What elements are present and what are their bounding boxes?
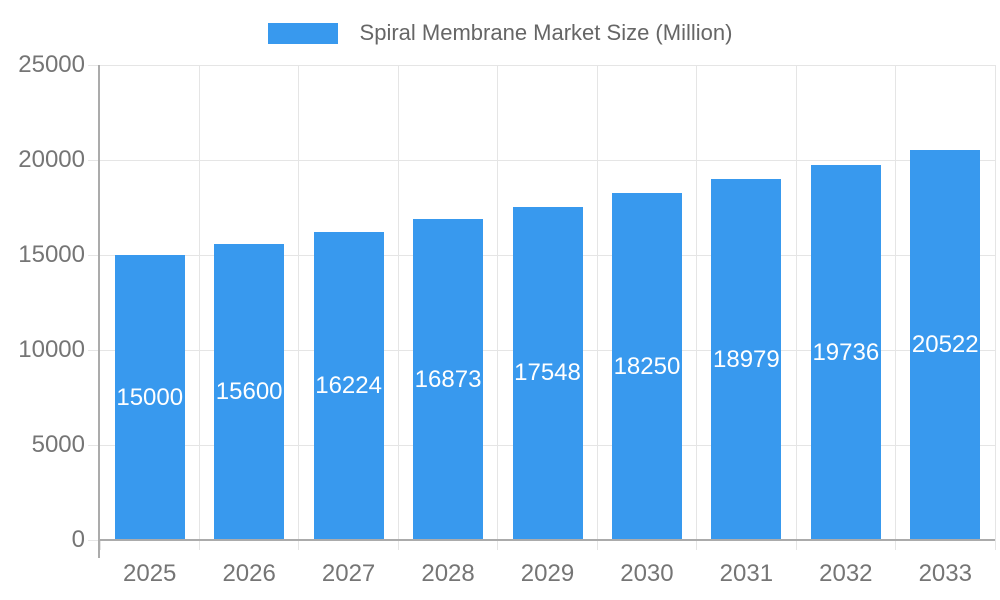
x-axis-label: 2032 [819,560,873,587]
gridline-vertical [596,65,598,540]
y-axis-line [98,65,100,558]
legend-item[interactable]: Spiral Membrane Market Size (Million) [267,20,733,46]
y-axis-label: 15000 [18,241,85,268]
x-axis-label: 2028 [421,560,475,587]
bar-value-label: 16873 [414,365,482,393]
y-axis-label: 5000 [31,431,85,458]
gridline-vertical [994,65,996,540]
gridline-vertical [397,65,399,540]
gridline-vertical [795,65,797,540]
x-axis-tick [994,540,996,550]
gridline-vertical [497,65,499,540]
x-axis-tick [99,540,101,550]
bar-2033[interactable]: 20522 [910,150,981,540]
gridline-vertical [696,65,698,540]
x-axis-tick [497,540,499,550]
y-axis-label: 25000 [18,51,85,78]
y-axis-tick [88,159,100,161]
x-axis-tick [596,540,598,550]
bar-value-label: 19736 [812,338,880,366]
gridline-vertical [298,65,300,540]
x-axis-label: 2029 [520,560,575,587]
y-axis-label: 10000 [18,336,85,363]
y-axis-label: 20000 [18,146,85,173]
x-axis-tick [795,540,797,550]
x-axis-label: 2027 [321,560,376,587]
bar-value-label: 15600 [215,377,283,405]
x-axis-label: 2031 [719,560,774,587]
x-axis-label: 2026 [222,560,276,587]
x-axis-tick [198,540,200,550]
x-axis-label: 2030 [620,560,674,587]
bar-2028[interactable]: 16873 [413,219,484,540]
x-axis-tick [298,540,300,550]
bar-2027[interactable]: 16224 [313,231,384,540]
bar-value-label: 18250 [613,352,681,380]
legend-swatch-icon [267,22,338,44]
y-axis-tick [88,539,100,541]
y-axis-label: 0 [71,526,85,553]
gridline-horizontal [100,159,995,161]
gridline-vertical [895,65,897,540]
x-axis-label: 2025 [123,560,177,587]
bar-value-label: 16224 [315,371,382,399]
gridline-horizontal [100,64,995,66]
bar-2031[interactable]: 18979 [711,179,782,540]
bar-value-label: 15000 [116,383,184,411]
x-axis-line [98,539,995,541]
y-axis-tick [88,254,100,256]
y-axis-tick [88,64,100,66]
bar-value-label: 18979 [713,345,780,373]
bar-2032[interactable]: 19736 [810,165,881,540]
x-axis-tick [895,540,897,550]
x-axis-label: 2033 [918,560,972,587]
bar-2030[interactable]: 18250 [611,193,682,540]
bar-2026[interactable]: 15600 [214,243,285,540]
y-axis-tick [88,349,100,351]
legend: Spiral Membrane Market Size (Million) [0,20,1000,46]
bar-2029[interactable]: 17548 [512,206,583,540]
y-axis-tick [88,444,100,446]
gridline-vertical [198,65,200,540]
x-axis-tick [696,540,698,550]
bar-value-label: 20522 [911,331,979,359]
legend-label: Spiral Membrane Market Size (Million) [359,20,733,45]
bar-2025[interactable]: 15000 [114,255,185,540]
x-axis-tick [397,540,399,550]
bar-value-label: 17548 [514,359,581,387]
